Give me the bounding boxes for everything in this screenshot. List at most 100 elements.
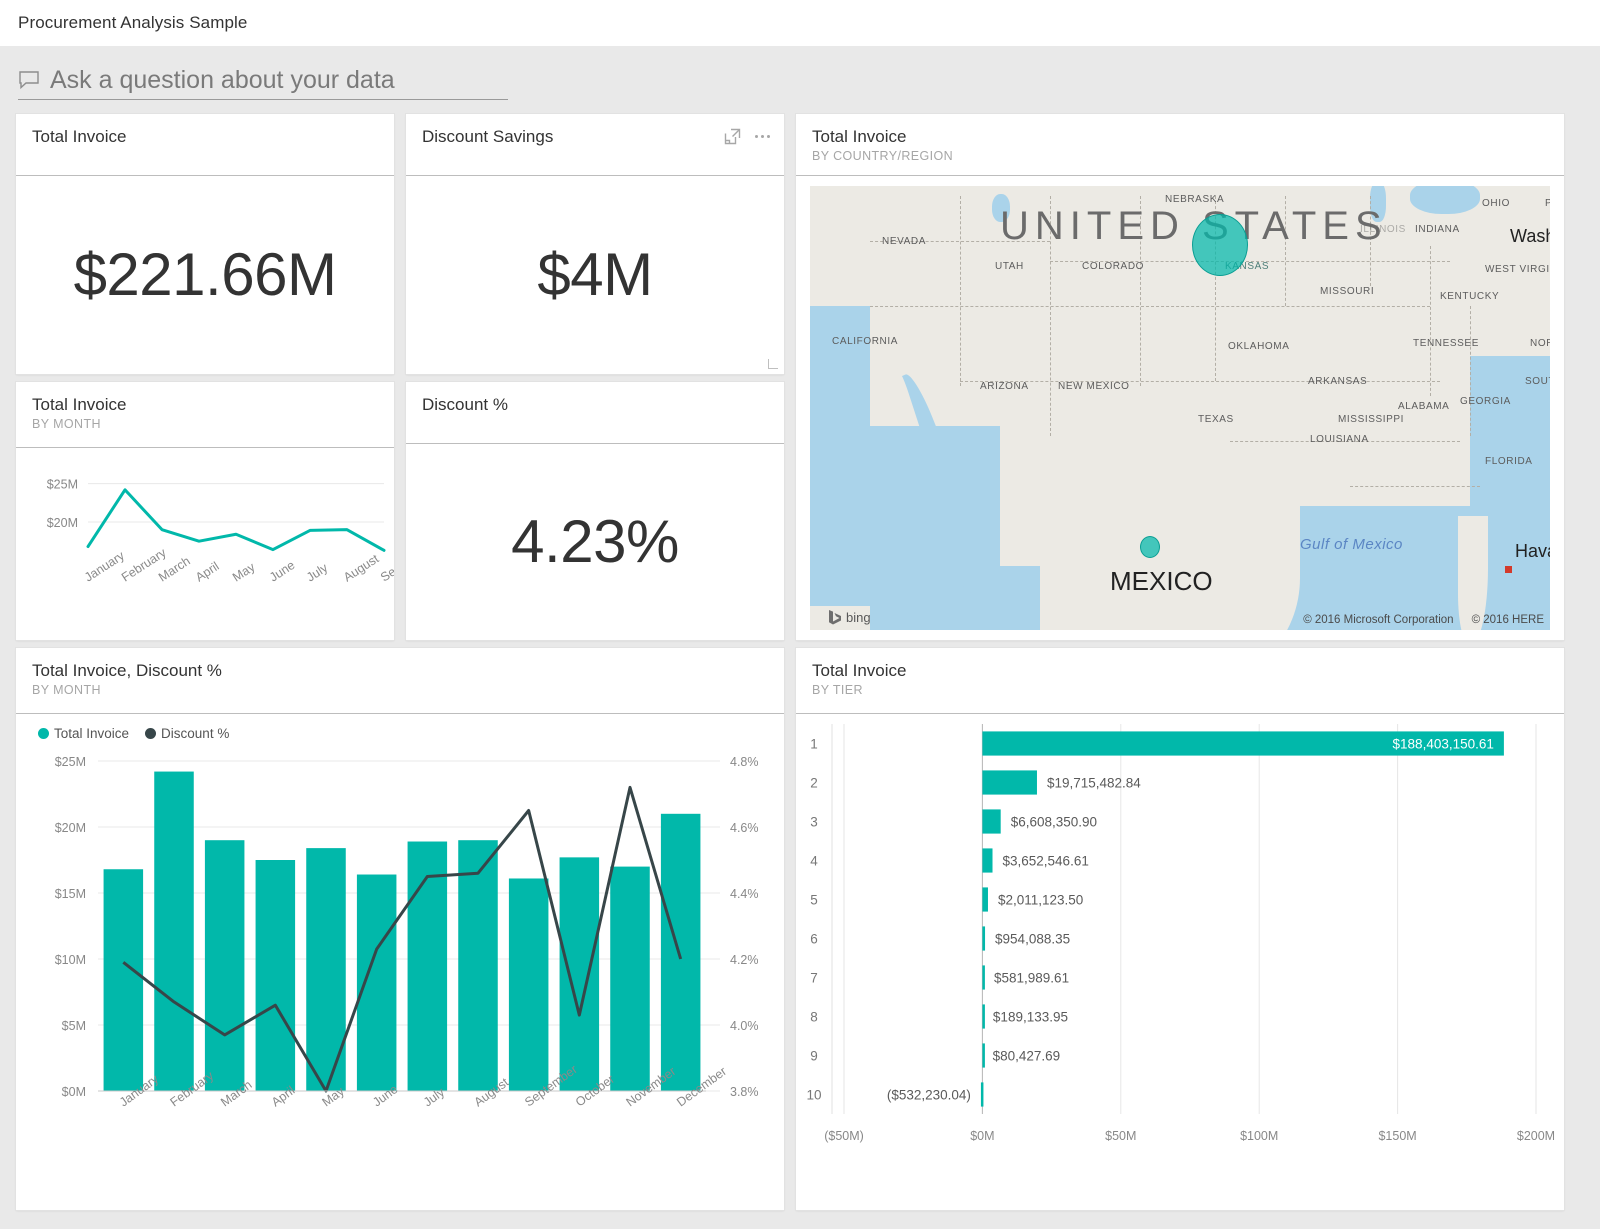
map-label-gulf-of-mexico: Gulf of Mexico [1300, 536, 1403, 553]
map-label-indiana: INDIANA [1415, 224, 1460, 235]
map-label-nevada: NEVADA [882, 236, 926, 247]
tile-discount-savings-kpi[interactable]: Discount Savings $4M [406, 114, 784, 374]
combo-y-right-tick: 4.0% [730, 1019, 759, 1033]
mexico-landmass-2 [1000, 386, 1220, 566]
tile-discount-pct-kpi[interactable]: Discount % 4.23% [406, 382, 784, 640]
map-bubble-united-states[interactable] [1192, 214, 1248, 276]
great-lakes [1410, 186, 1480, 214]
kpi-body: $4M [406, 176, 784, 374]
tile-subtitle: BY COUNTRY/REGION [812, 149, 954, 164]
resize-handle[interactable] [768, 359, 778, 369]
combo-bar[interactable] [204, 840, 245, 1091]
tier-category-label: 6 [810, 932, 818, 947]
chart-legend: Total Invoice Discount % [16, 714, 784, 741]
ellipsis-icon[interactable] [755, 135, 770, 138]
tier-data-label: $189,133.95 [993, 1010, 1068, 1025]
state-border-v [1430, 246, 1431, 396]
qna-box[interactable]: Ask a question about your data [18, 68, 508, 100]
state-border-v [1285, 196, 1286, 306]
combo-y-right-tick: 3.8% [730, 1085, 759, 1099]
tile-title: Total Invoice [32, 395, 127, 414]
attribution-microsoft: © 2016 Microsoft Corporation [1303, 614, 1454, 626]
tile-total-invoice-discount-by-month[interactable]: Total Invoice, Discount % BY MONTH Total… [16, 648, 784, 1210]
legend-item-total-invoice[interactable]: Total Invoice [38, 726, 129, 741]
dashboard-grid: Total Invoice $221.66M Discount Savings [0, 114, 1600, 1214]
tier-data-label: $80,427.69 [993, 1049, 1061, 1064]
map-label-florida: FLORIDA [1485, 456, 1533, 467]
tile-header: Total Invoice BY MONTH [16, 382, 394, 448]
tier-bar[interactable] [982, 887, 988, 912]
tier-data-label: $2,011,123.50 [998, 893, 1083, 908]
map-bubble-mexico[interactable] [1140, 536, 1160, 558]
combo-y-left-tick: $5M [62, 1019, 86, 1033]
tile-title: Discount % [422, 395, 508, 414]
tier-bar[interactable] [982, 848, 993, 873]
tier-bar[interactable] [982, 926, 986, 951]
tier-x-tick: $150M [1378, 1129, 1416, 1143]
tile-title: Discount Savings [422, 127, 554, 146]
map-label-arizona: ARIZONA [980, 381, 1029, 392]
tier-bar[interactable] [982, 965, 985, 990]
lake-michigan [1370, 186, 1386, 222]
map-label-country: UNITED STATES [1000, 204, 1388, 248]
attribution-here: © 2016 HERE [1471, 614, 1544, 626]
state-border [870, 306, 1430, 307]
combo-y-left-tick: $25M [55, 755, 86, 769]
combo-chart[interactable]: $0M $5M $10M $15M $20M $25M 3.8% 4.0% 4.2% 4.4% 4.… [16, 741, 784, 1210]
map-label-ohio: OHIO [1482, 198, 1510, 209]
combo-bar[interactable] [508, 878, 549, 1091]
combo-bar[interactable] [407, 841, 448, 1091]
legend-item-discount-pct[interactable]: Discount % [145, 726, 229, 741]
tile-total-invoice-map[interactable]: Total Invoice BY COUNTRY/REGION [796, 114, 1564, 640]
combo-y-left-tick: $20M [55, 821, 86, 835]
tile-title: Total Invoice [32, 127, 127, 146]
map-label-utah: UTAH [995, 261, 1024, 272]
tile-total-invoice-by-tier[interactable]: Total Invoice BY TIER ($50M) $0M $50M $100M… [796, 648, 1564, 1210]
kpi-body: $221.66M [16, 176, 394, 374]
tier-bar[interactable] [982, 770, 1037, 795]
great-salt-lake [992, 194, 1010, 222]
bing-map[interactable]: UNITED STATES NEBRASKA NEVADA UTAH COLOR… [810, 186, 1550, 630]
state-border-v [1050, 196, 1051, 436]
spark-y-tick: $25M [47, 478, 78, 492]
tier-data-label: ($532,230.04) [887, 1088, 971, 1103]
combo-y-right-tick: 4.8% [730, 755, 759, 769]
map-label-arkansas: ARKANSAS [1308, 376, 1368, 387]
tile-total-invoice-by-month[interactable]: Total Invoice BY MONTH $20M $25M January Fe… [16, 382, 394, 640]
map-label-mississippi: MISSISSIPPI [1338, 414, 1405, 425]
combo-bar[interactable] [610, 866, 650, 1091]
combo-bar[interactable] [356, 874, 397, 1091]
combo-y-right-tick: 4.2% [730, 953, 759, 967]
combo-bar[interactable] [660, 813, 701, 1091]
combo-y-right-tick: 4.4% [730, 887, 759, 901]
map-label-louisiana: LOUISIANA [1310, 434, 1369, 445]
tier-bar[interactable] [982, 731, 1504, 756]
tier-bar[interactable] [982, 1004, 985, 1029]
combo-bar[interactable] [154, 771, 194, 1091]
tile-total-invoice-kpi[interactable]: Total Invoice $221.66M [16, 114, 394, 374]
map-label-missouri: MISSOURI [1320, 286, 1375, 297]
state-border [960, 381, 1440, 382]
tier-bar[interactable] [982, 1043, 985, 1068]
legend-label: Total Invoice [54, 726, 130, 741]
pacific-ocean [810, 306, 870, 606]
legend-swatch-discount-pct [145, 728, 157, 739]
combo-bar[interactable] [103, 869, 144, 1091]
map-label-north-carolina: NORTH [1530, 338, 1550, 349]
combo-bar[interactable] [255, 860, 296, 1091]
state-border-v [1140, 196, 1141, 386]
tile-header: Total Invoice BY TIER [796, 648, 1564, 714]
tier-category-label: 10 [806, 1088, 821, 1103]
florida-peninsula [1458, 516, 1488, 630]
map-label-mexico: MEXICO [1110, 566, 1213, 596]
combo-bar[interactable] [458, 840, 498, 1091]
popout-icon[interactable] [724, 128, 741, 145]
tier-x-tick: $200M [1517, 1129, 1555, 1143]
map-label-kentucky: KENTUCKY [1440, 291, 1500, 302]
tier-bar[interactable] [980, 1082, 984, 1107]
tier-bar-chart[interactable]: ($50M) $0M $50M $100M $150M $200M 1 $188,403,15… [796, 714, 1564, 1208]
combo-bar[interactable] [559, 857, 600, 1091]
tier-bar[interactable] [982, 809, 1001, 834]
tile-title: Total Invoice, Discount % [32, 661, 222, 680]
state-border [1350, 486, 1480, 487]
